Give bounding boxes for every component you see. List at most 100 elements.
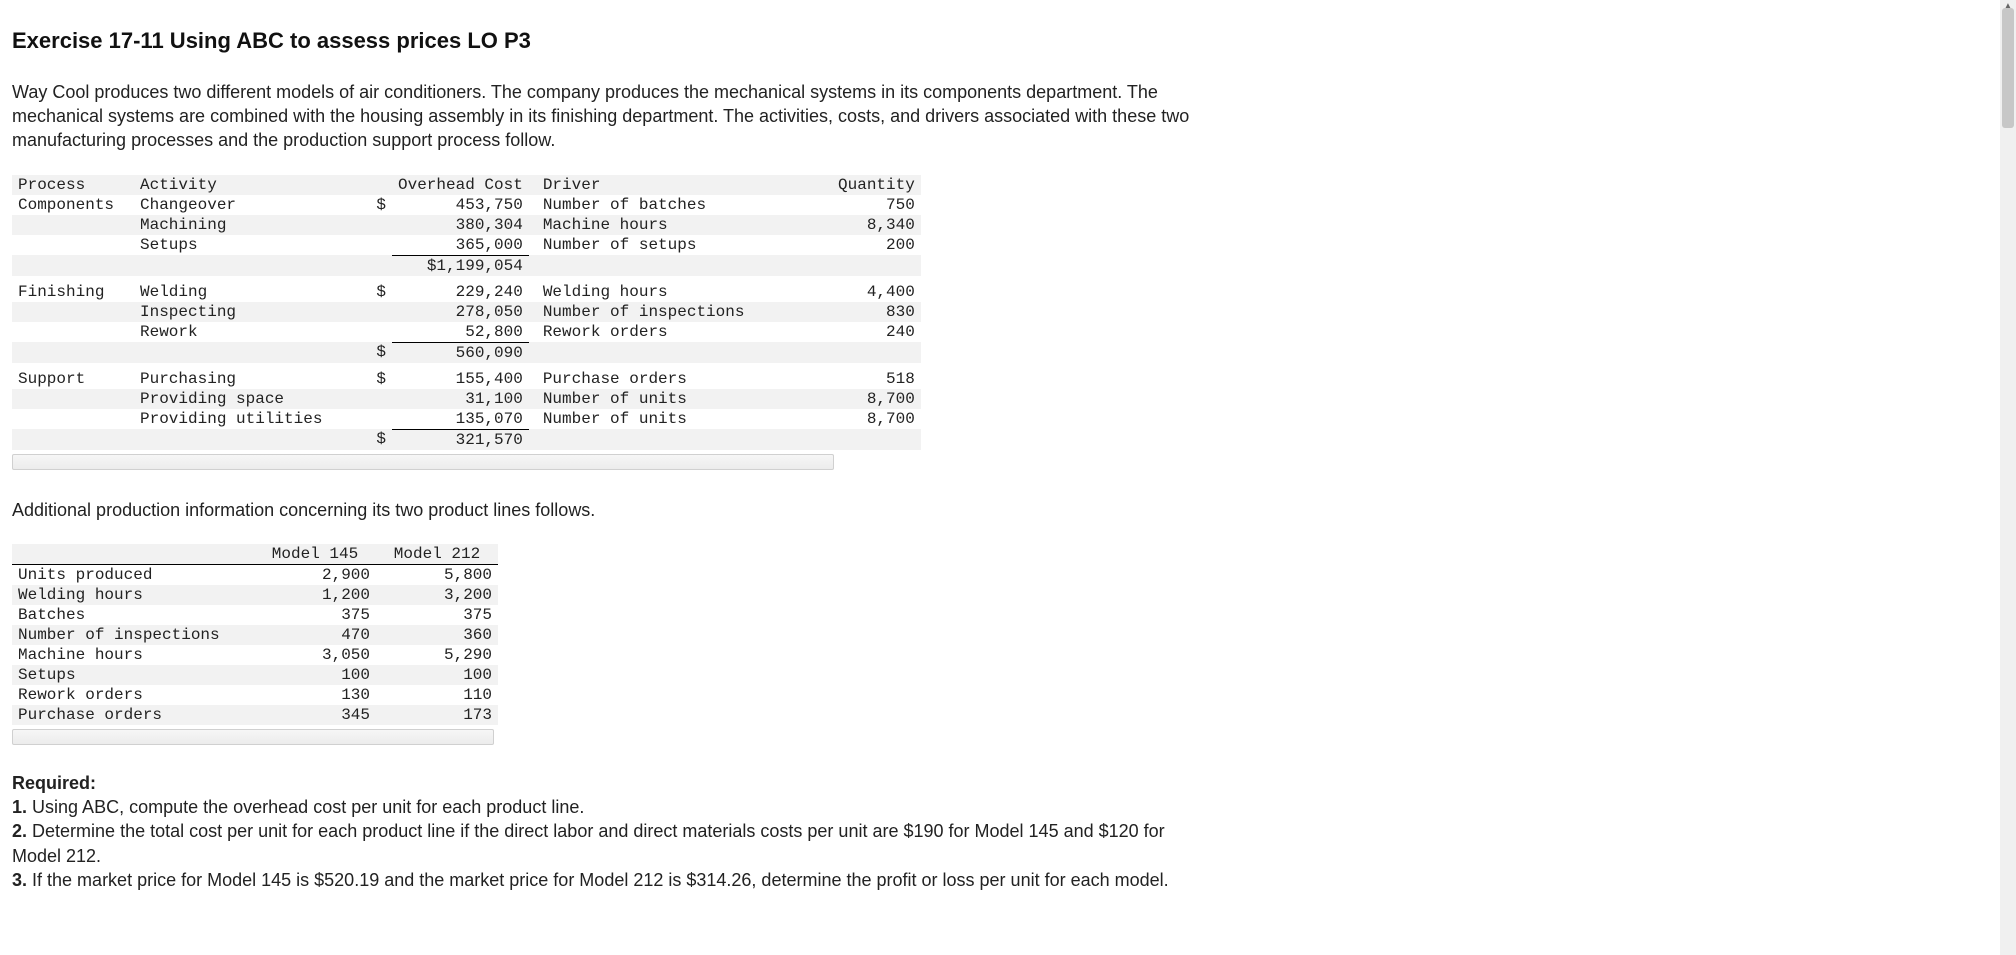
process-cell: Finishing xyxy=(12,282,134,302)
subtotal-cell: 560,090 xyxy=(392,342,529,363)
activity-cell: Setups xyxy=(134,235,356,256)
metric-value: 375 xyxy=(254,605,376,625)
model-col-header: Model 145 xyxy=(254,544,376,565)
metric-value: 2,900 xyxy=(254,564,376,585)
metric-value: 173 xyxy=(376,705,498,725)
activities-table: ProcessActivityOverhead CostDriverQuanti… xyxy=(12,175,921,450)
metric-label: Units produced xyxy=(12,564,254,585)
driver-cell: Number of setups xyxy=(529,235,809,256)
activity-cell: Inspecting xyxy=(134,302,356,322)
page-title: Exercise 17-11 Using ABC to assess price… xyxy=(12,26,2004,56)
metric-label: Welding hours xyxy=(12,585,254,605)
cost-cell: 365,000 xyxy=(392,235,529,256)
activity-cell: Providing space xyxy=(134,389,356,409)
activity-cell: Providing utilities xyxy=(134,409,356,430)
process-cell xyxy=(12,302,134,322)
driver-cell: Purchase orders xyxy=(529,369,809,389)
metric-value: 360 xyxy=(376,625,498,645)
currency-cell xyxy=(356,409,392,430)
quantity-cell: 8,700 xyxy=(809,389,921,409)
quantity-cell: 8,700 xyxy=(809,409,921,430)
metric-value: 110 xyxy=(376,685,498,705)
driver-cell: Number of batches xyxy=(529,195,809,215)
cost-cell: 31,100 xyxy=(392,389,529,409)
required-item-2: 2. Determine the total cost per unit for… xyxy=(12,819,1192,868)
required-heading: Required: xyxy=(12,773,96,793)
process-cell: Support xyxy=(12,369,134,389)
currency-cell: $ xyxy=(356,282,392,302)
metric-value: 5,290 xyxy=(376,645,498,665)
metric-value: 470 xyxy=(254,625,376,645)
process-cell xyxy=(12,389,134,409)
currency-cell: $ xyxy=(356,369,392,389)
model-col-header: Model 212 xyxy=(376,544,498,565)
process-cell xyxy=(12,409,134,430)
metric-value: 3,200 xyxy=(376,585,498,605)
intro-paragraph: Way Cool produces two different models o… xyxy=(12,80,1192,153)
quantity-cell: 200 xyxy=(809,235,921,256)
activity-cell: Purchasing xyxy=(134,369,356,389)
driver-cell: Number of units xyxy=(529,389,809,409)
col-activity: Activity xyxy=(134,175,356,195)
currency-cell: $ xyxy=(356,429,392,450)
metric-value: 3,050 xyxy=(254,645,376,665)
metric-value: 345 xyxy=(254,705,376,725)
subtotal-cell: 321,570 xyxy=(392,429,529,450)
currency-cell xyxy=(356,255,392,276)
required-item-3: 3. If the market price for Model 145 is … xyxy=(12,868,1192,892)
activity-cell: Welding xyxy=(134,282,356,302)
cost-cell: 278,050 xyxy=(392,302,529,322)
col-overhead: Overhead Cost xyxy=(392,175,529,195)
metric-label: Number of inspections xyxy=(12,625,254,645)
metric-label: Rework orders xyxy=(12,685,254,705)
cost-cell: 135,070 xyxy=(392,409,529,430)
quantity-cell: 518 xyxy=(809,369,921,389)
metric-value: 100 xyxy=(376,665,498,685)
currency-cell xyxy=(356,322,392,343)
vertical-scrollbar[interactable]: ▲ xyxy=(2000,0,2016,955)
metric-label: Machine hours xyxy=(12,645,254,665)
quantity-cell: 830 xyxy=(809,302,921,322)
required-section: Required: 1. Using ABC, compute the over… xyxy=(12,771,1192,892)
quantity-cell: 4,400 xyxy=(809,282,921,302)
activity-cell: Rework xyxy=(134,322,356,343)
horizontal-scrollbar[interactable] xyxy=(12,729,494,745)
metric-label: Batches xyxy=(12,605,254,625)
quantity-cell: 750 xyxy=(809,195,921,215)
col-process: Process xyxy=(12,175,134,195)
quantity-cell: 8,340 xyxy=(809,215,921,235)
metric-value: 100 xyxy=(254,665,376,685)
driver-cell: Rework orders xyxy=(529,322,809,343)
required-item-1: 1. Using ABC, compute the overhead cost … xyxy=(12,795,1192,819)
process-cell xyxy=(12,322,134,343)
cost-cell: 229,240 xyxy=(392,282,529,302)
currency-cell xyxy=(356,235,392,256)
cost-cell: 155,400 xyxy=(392,369,529,389)
driver-cell: Number of inspections xyxy=(529,302,809,322)
cost-cell: 453,750 xyxy=(392,195,529,215)
metric-value: 1,200 xyxy=(254,585,376,605)
cost-cell: 52,800 xyxy=(392,322,529,343)
metric-value: 5,800 xyxy=(376,564,498,585)
driver-cell: Number of units xyxy=(529,409,809,430)
cost-cell: 380,304 xyxy=(392,215,529,235)
driver-cell: Machine hours xyxy=(529,215,809,235)
metric-value: 375 xyxy=(376,605,498,625)
currency-cell xyxy=(356,302,392,322)
process-cell xyxy=(12,235,134,256)
currency-cell: $ xyxy=(356,342,392,363)
subtotal-cell: $1,199,054 xyxy=(392,255,529,276)
models-intro: Additional production information concer… xyxy=(12,498,1192,522)
process-cell xyxy=(12,215,134,235)
scroll-thumb[interactable] xyxy=(2002,8,2014,128)
currency-cell xyxy=(356,215,392,235)
metric-label: Setups xyxy=(12,665,254,685)
activity-cell: Changeover xyxy=(134,195,356,215)
horizontal-scrollbar[interactable] xyxy=(12,454,834,470)
currency-cell xyxy=(356,389,392,409)
col-driver: Driver xyxy=(529,175,809,195)
driver-cell: Welding hours xyxy=(529,282,809,302)
metric-value: 130 xyxy=(254,685,376,705)
metric-label: Purchase orders xyxy=(12,705,254,725)
quantity-cell: 240 xyxy=(809,322,921,343)
